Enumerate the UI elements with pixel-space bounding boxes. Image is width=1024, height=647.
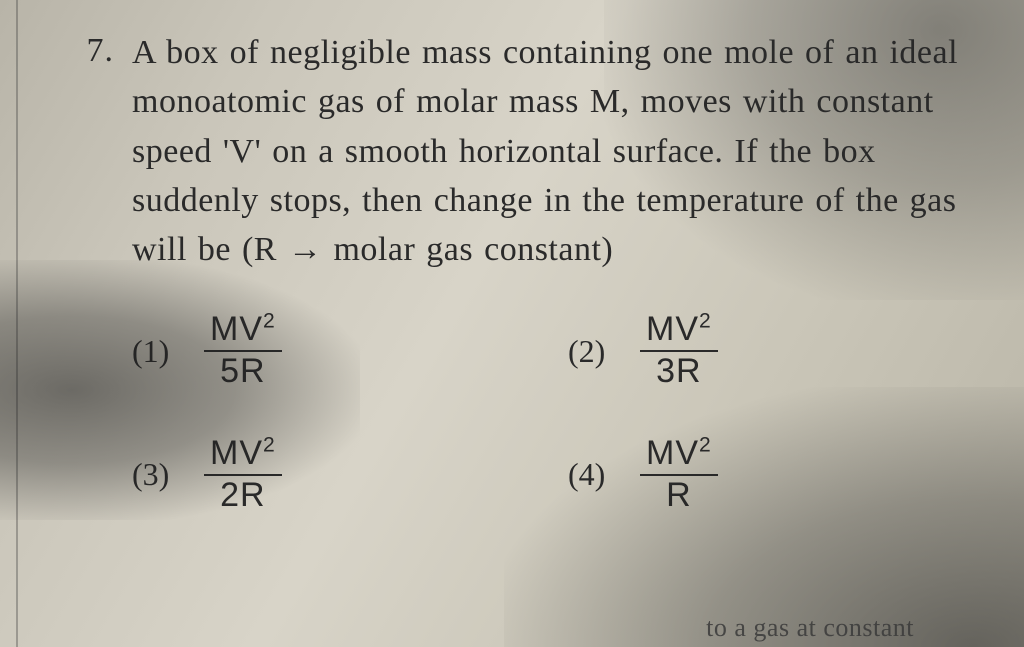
- num-base: MV: [210, 310, 263, 348]
- num-base: MV: [210, 434, 263, 472]
- question-number: 7.: [70, 28, 114, 513]
- option-fraction: MV2 R: [640, 436, 718, 513]
- option-label: (2): [568, 333, 624, 370]
- option-label: (3): [132, 456, 188, 493]
- options-grid: (1) MV2 5R (2) MV2 3R (3) MV2: [132, 312, 964, 513]
- question-block: 7. A box of negligible mass containing o…: [70, 28, 964, 513]
- option-label: (4): [568, 456, 624, 493]
- fraction-denominator: 2R: [214, 478, 271, 514]
- option-2: (2) MV2 3R: [568, 312, 964, 389]
- num-exp: 2: [263, 434, 276, 457]
- num-exp: 2: [263, 310, 276, 333]
- question-stem: A box of negligible mass containing one …: [132, 28, 964, 274]
- option-fraction: MV2 2R: [204, 436, 282, 513]
- option-4: (4) MV2 R: [568, 436, 964, 513]
- option-label: (1): [132, 333, 188, 370]
- fraction-numerator: MV2: [640, 312, 718, 348]
- fraction-denominator: 3R: [650, 354, 707, 390]
- num-base: MV: [646, 434, 699, 472]
- option-1: (1) MV2 5R: [132, 312, 528, 389]
- question-body: A box of negligible mass containing one …: [132, 28, 964, 513]
- fraction-numerator: MV2: [204, 312, 282, 348]
- option-fraction: MV2 3R: [640, 312, 718, 389]
- fraction-numerator: MV2: [204, 436, 282, 472]
- num-exp: 2: [699, 310, 712, 333]
- option-fraction: MV2 5R: [204, 312, 282, 389]
- option-3: (3) MV2 2R: [132, 436, 528, 513]
- fraction-denominator: 5R: [214, 354, 271, 390]
- num-exp: 2: [699, 434, 712, 457]
- cutoff-next-question-fragment: to a gas at constant: [706, 613, 914, 643]
- page-left-rule: [16, 0, 18, 647]
- fraction-numerator: MV2: [640, 436, 718, 472]
- num-base: MV: [646, 310, 699, 348]
- fraction-denominator: R: [660, 478, 698, 514]
